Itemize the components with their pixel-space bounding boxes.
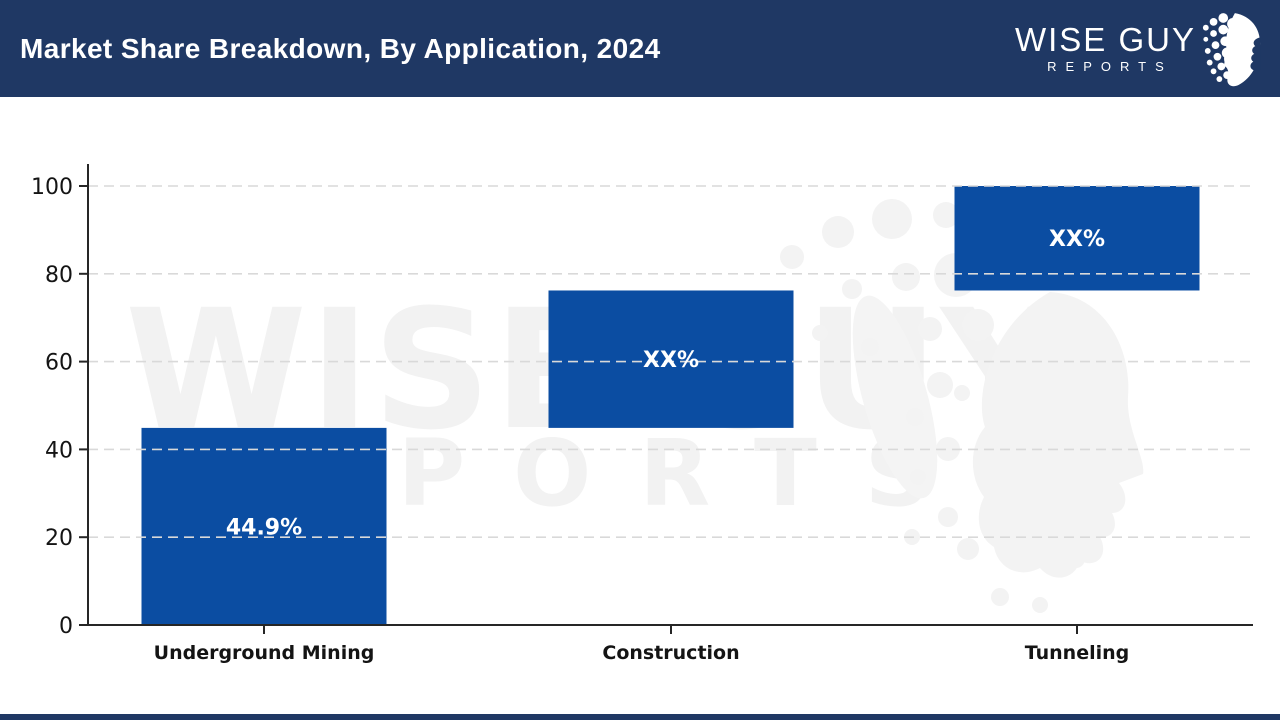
chart-area: WISE GUY REPORTS 020406080100Underground…: [0, 97, 1280, 714]
bar-tunneling: [954, 186, 1200, 291]
y-tick-label-60: 60: [45, 351, 73, 376]
y-tick-label-20: 20: [45, 526, 73, 551]
x-category-label-construction: Construction: [602, 642, 739, 664]
axes: 0 20 40 60 80 100 Underground Mining Constructi…: [31, 164, 1253, 664]
gridlines: [88, 185, 1253, 539]
logo-face-icon: [1202, 12, 1261, 86]
bar-value-labels: 44.9% XX% XX%: [226, 227, 1105, 540]
bar-underground-mining: [141, 427, 387, 625]
bar-label-construction: XX%: [643, 348, 699, 373]
logo-wordmark: WISE GUY: [1014, 20, 1196, 58]
y-tick-label-0: 0: [59, 614, 73, 639]
logo-subtitle: REPORTS: [1047, 58, 1173, 74]
y-tick-label-100: 100: [31, 175, 73, 200]
bar-construction: [548, 290, 794, 428]
bar-label-tunneling: XX%: [1049, 227, 1105, 252]
x-category-label-tunneling: Tunneling: [1025, 642, 1130, 664]
page-title: Market Share Breakdown, By Application, …: [20, 32, 661, 64]
header-bar: Market Share Breakdown, By Application, …: [0, 0, 1280, 97]
bar-series: [141, 186, 1200, 625]
x-category-label-underground-mining: Underground Mining: [154, 642, 375, 664]
y-tick-label-80: 80: [45, 263, 73, 288]
footer-accent-bar: [0, 714, 1280, 720]
logo-text: WISE GUY REPORTS: [1014, 20, 1196, 75]
bar-label-underground-mining: 44.9%: [226, 515, 302, 540]
y-tick-label-40: 40: [45, 438, 73, 463]
market-share-chart: WISE GUY REPORTS 020406080100Underground…: [31, 164, 1253, 664]
wise-guy-reports-logo: WISE GUY REPORTS: [1015, 10, 1262, 88]
